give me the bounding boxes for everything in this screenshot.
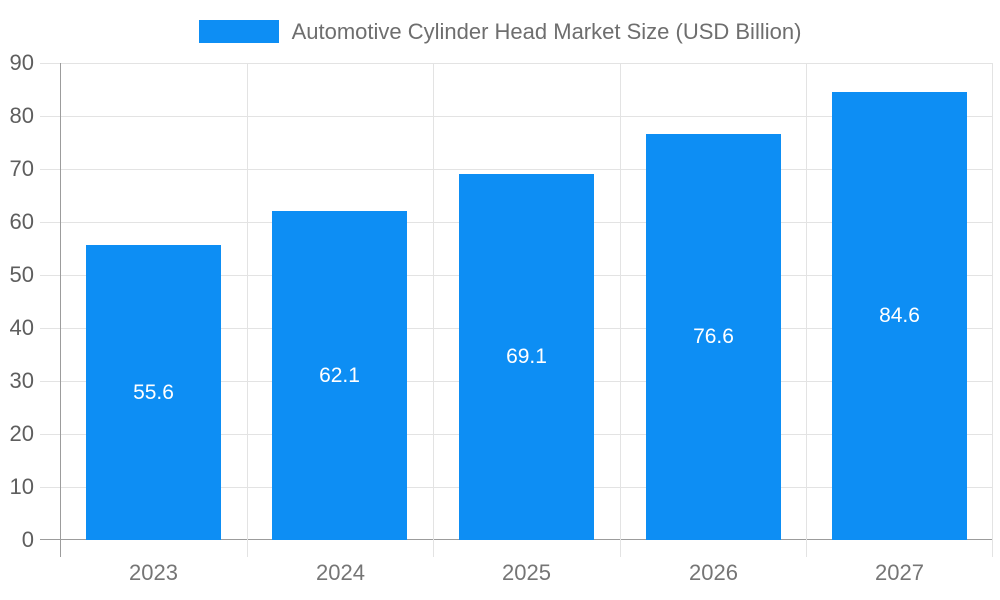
y-gridline [60, 116, 993, 117]
x-tick-label: 2026 [689, 560, 738, 585]
y-tick [40, 487, 60, 488]
legend-swatch[interactable] [198, 20, 279, 43]
x-tick-label: 2023 [129, 560, 178, 585]
x-gridline [620, 63, 621, 540]
x-gridline [992, 63, 993, 540]
y-tick [40, 116, 60, 117]
bar-value-label: 62.1 [319, 363, 360, 387]
bar[interactable]: 62.1 [272, 211, 407, 540]
bar-value-label: 55.6 [133, 380, 174, 404]
x-gridline [806, 63, 807, 540]
y-tick-label: 0 [21, 527, 34, 552]
bar[interactable]: 55.6 [86, 245, 221, 540]
y-tick [40, 275, 60, 276]
y-tick [40, 222, 60, 223]
x-tick-label: 2027 [875, 560, 924, 585]
x-tick [806, 540, 807, 557]
y-gridline [60, 169, 993, 170]
x-tick-label: 2025 [502, 560, 551, 585]
x-gridline [247, 63, 248, 540]
bar-value-label: 84.6 [879, 304, 920, 327]
bar[interactable]: 84.6 [832, 92, 967, 540]
y-tick-label: 90 [9, 50, 34, 75]
chart-legend: Automotive Cylinder Head Market Size (US… [0, 18, 1000, 45]
x-tick [620, 540, 621, 557]
y-tick-label: 50 [9, 262, 34, 287]
bar[interactable]: 76.6 [646, 134, 781, 540]
legend-label[interactable]: Automotive Cylinder Head Market Size (US… [291, 19, 802, 44]
x-tick [992, 540, 993, 557]
bar-value-label: 69.1 [506, 345, 547, 368]
bar[interactable]: 69.1 [459, 174, 594, 540]
plot-area: 0 10 20 30 40 50 60 70 80 90 55.6 2023 62.1 2024 69.1 2… [10, 51, 993, 585]
y-tick [40, 169, 60, 170]
x-gridline [433, 63, 434, 540]
y-tick [40, 381, 60, 382]
x-tick [433, 540, 434, 557]
y-tick [40, 328, 60, 329]
y-tick-label: 80 [9, 103, 34, 128]
y-axis-line [60, 63, 61, 557]
bar-value-label: 76.6 [693, 325, 734, 348]
y-tick [40, 63, 60, 64]
y-tick-label: 60 [9, 209, 34, 234]
y-tick [40, 539, 60, 540]
x-tick-label: 2024 [316, 560, 365, 585]
x-tick [247, 540, 248, 557]
y-tick-label: 70 [9, 156, 34, 181]
y-tick-label: 10 [9, 474, 34, 499]
y-gridline [60, 63, 993, 64]
y-tick-label: 40 [9, 315, 34, 340]
y-tick [40, 434, 60, 435]
y-tick-label: 30 [9, 368, 34, 393]
y-tick-label: 20 [9, 421, 34, 446]
